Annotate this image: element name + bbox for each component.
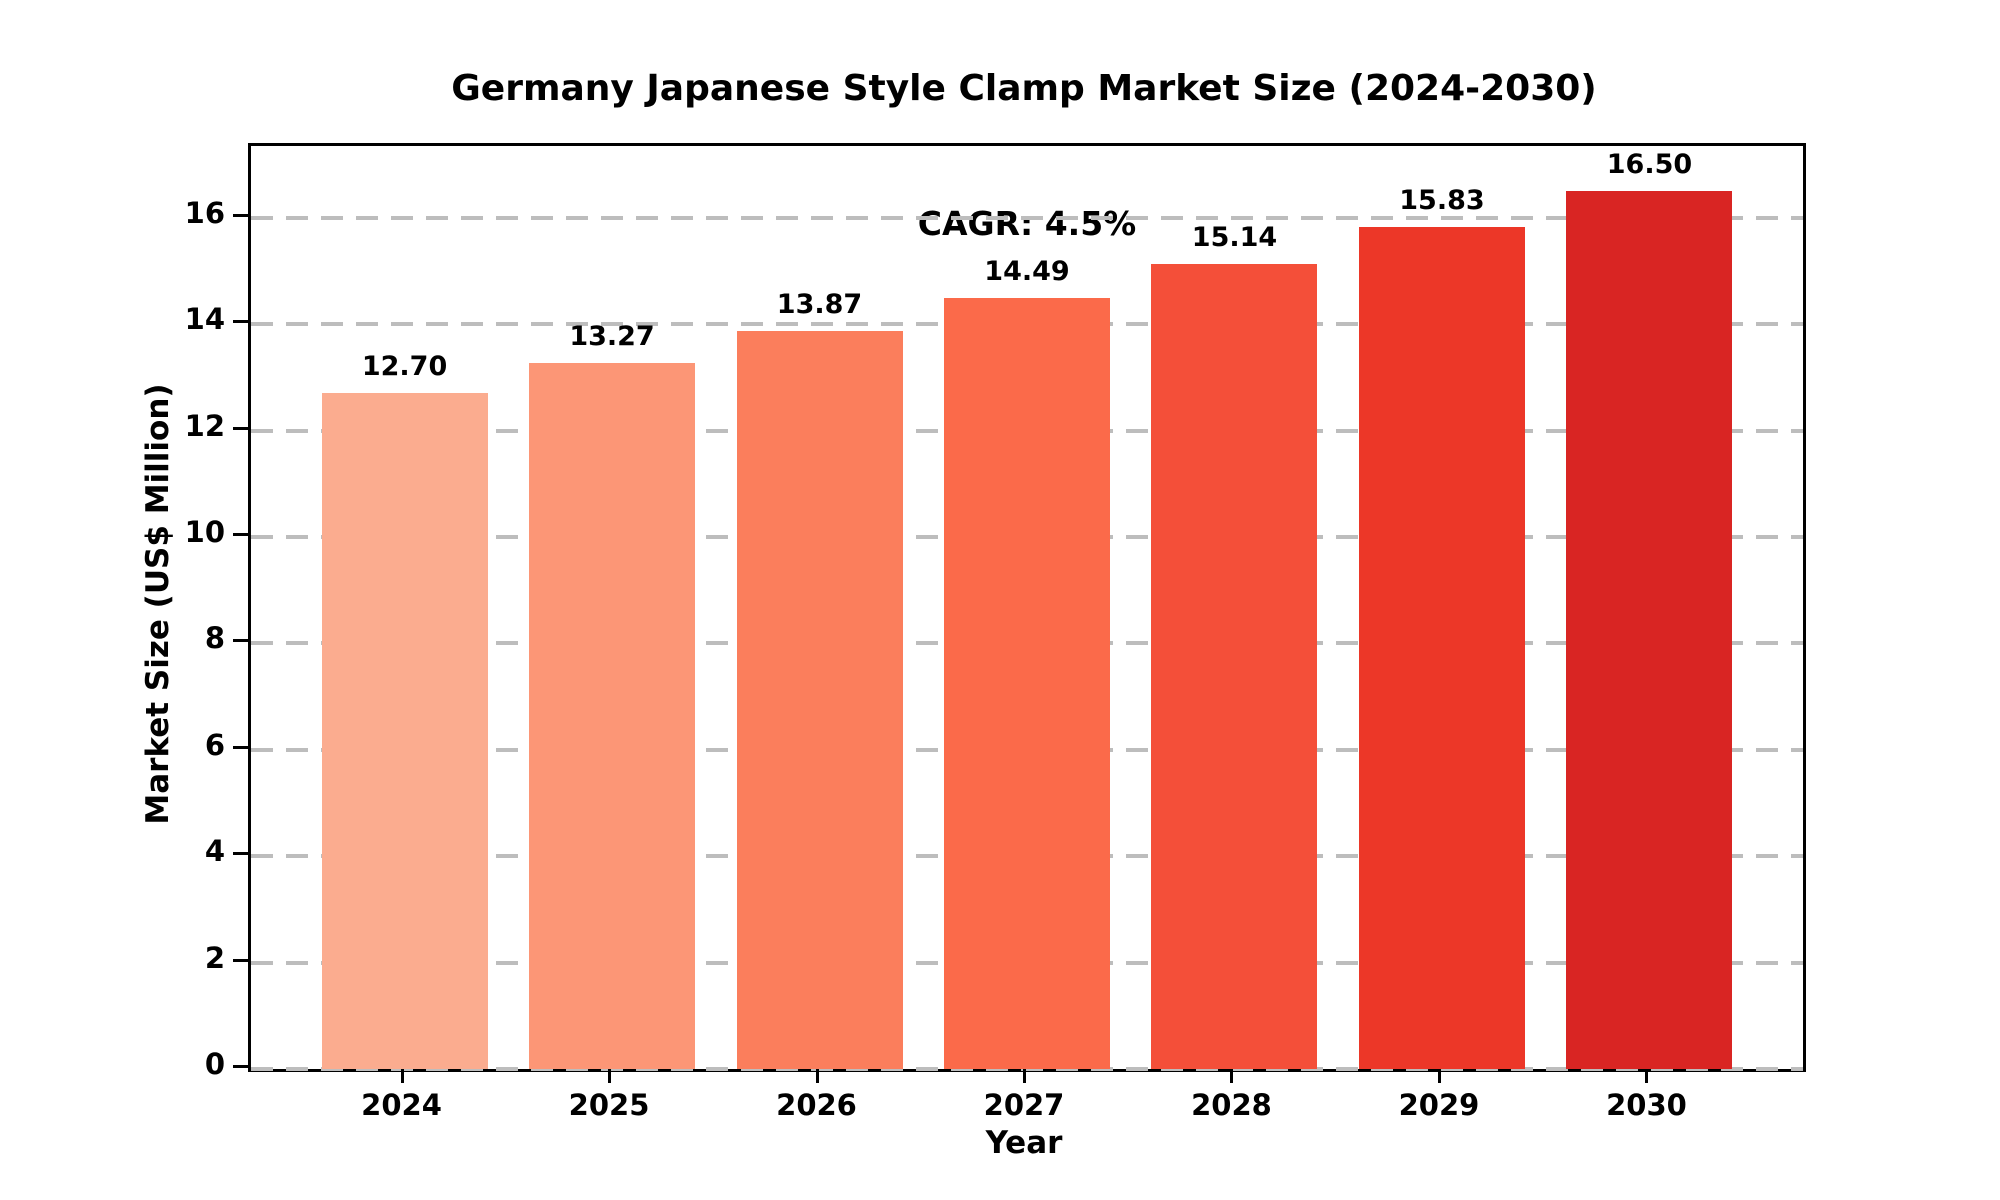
y-tick-mark (233, 320, 248, 324)
bar-2030 (1566, 191, 1733, 1069)
cagr-annotation-text: CAGR: 4.5% (917, 204, 1137, 243)
gridline-y-16 (251, 215, 1803, 220)
y-tick-mark (233, 533, 248, 536)
x-tick-label-2025: 2025 (568, 1088, 650, 1122)
x-tick-label-2026: 2026 (776, 1088, 857, 1122)
bar-value-label-2027: 14.49 (984, 256, 1070, 288)
y-tick-mark (233, 639, 248, 643)
y-tick-label-8: 8 (204, 621, 225, 656)
x-tick-label-2028: 2028 (1191, 1088, 1272, 1122)
x-tick-mark (1645, 1069, 1649, 1083)
gridline-y-0 (251, 1067, 1803, 1071)
bar-2029 (1358, 226, 1525, 1069)
x-tick-label-2024: 2024 (361, 1088, 442, 1122)
y-tick-label-0: 0 (204, 1047, 225, 1081)
y-tick-mark (233, 1065, 248, 1068)
x-tick-mark (1437, 1069, 1441, 1083)
bar-value-label-2028: 15.14 (1191, 221, 1278, 253)
bar-value-label-2029: 15.83 (1399, 184, 1485, 216)
x-tick-mark (608, 1069, 612, 1083)
x-tick-label-2027: 2027 (983, 1088, 1065, 1122)
bar-value-label-2024: 12.70 (361, 351, 448, 383)
x-tick-mark (400, 1069, 404, 1083)
bar-2024 (321, 393, 488, 1069)
bar-value-label-2025: 13.27 (569, 321, 655, 353)
y-tick-mark (233, 745, 248, 749)
y-tick-label-14: 14 (184, 302, 225, 337)
x-tick-label-2030: 2030 (1606, 1088, 1687, 1122)
y-tick-label-16: 16 (184, 195, 225, 230)
bar-2028 (1151, 263, 1318, 1069)
y-tick-mark (233, 958, 248, 962)
y-tick-label-12: 12 (184, 408, 225, 443)
y-tick-label-10: 10 (184, 515, 225, 549)
chart-title: Germany Japanese Style Clamp Market Size… (451, 68, 1597, 109)
y-tick-label-6: 6 (204, 727, 225, 762)
bar-value-label-2026: 13.87 (776, 289, 863, 321)
x-tick-mark (815, 1069, 819, 1083)
x-tick-mark (1023, 1069, 1026, 1083)
x-tick-label-2029: 2029 (1398, 1088, 1480, 1122)
y-tick-mark (233, 213, 248, 217)
y-tick-label-2: 2 (204, 940, 225, 975)
bar-2025 (529, 363, 696, 1069)
plot-inner: CAGR: 4.5% 12.70 13.27 13.87 14.49 15.14 15.8… (251, 146, 1803, 1071)
bar-2026 (736, 331, 903, 1069)
bar-2027 (944, 298, 1110, 1069)
y-tick-mark (233, 852, 248, 856)
bar-value-label-2030: 16.50 (1606, 149, 1693, 181)
y-tick-mark (233, 426, 248, 430)
plot-area: CAGR: 4.5% 12.70 13.27 13.87 14.49 15.14 15.8… (248, 143, 1806, 1072)
x-tick-mark (1230, 1069, 1234, 1083)
y-tick-label-4: 4 (204, 834, 225, 869)
x-axis-title: Year (985, 1125, 1063, 1161)
